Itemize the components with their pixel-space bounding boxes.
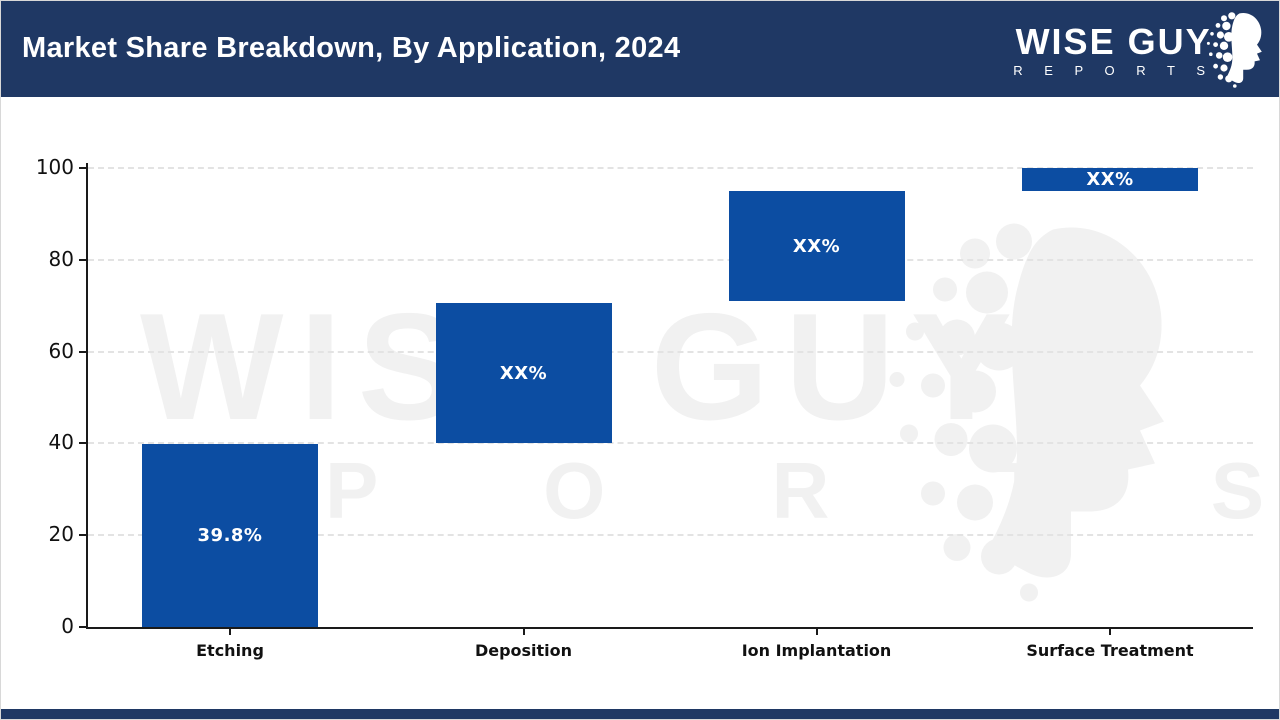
y-axis-tick [79,442,86,445]
brand-subname: R E P O R T S [1013,63,1214,78]
bar-value-label: 39.8% [197,525,263,547]
gridline-40 [88,442,1253,445]
y-axis-tick-label: 100 [35,155,74,179]
y-axis-tick [79,534,86,537]
x-axis-tick [522,629,525,635]
x-axis-category-label-ion-implantation: Ion Implantation [741,641,892,660]
plot-area: 0 20 40 60 80 100 39.8% Etching XX% Deposition XX%… [36,155,1253,660]
gridline-60 [88,350,1253,353]
x-axis-category-label-deposition: Deposition [474,641,573,660]
bar-value-label: XX% [792,235,841,257]
x-axis-tick [229,629,231,635]
bar-deposition: XX% [435,302,612,444]
gridline-80 [88,258,1253,261]
chart-title: Market Share Breakdown, By Application, … [22,32,681,64]
x-axis-category-label-surface-treatment: Surface Treatment [1026,641,1194,660]
y-axis-line [86,163,88,629]
gridline-20 [88,534,1253,537]
y-axis-tick [79,258,86,261]
dotted-face-watermark-icon [889,223,1164,602]
gridline-100 [88,167,1253,169]
y-axis-tick [79,626,86,628]
y-axis-tick-label: 80 [48,246,74,271]
watermark-head [855,215,1185,610]
x-axis-tick [815,629,818,635]
bar-value-label: XX% [499,362,548,384]
bar-value-label: XX% [1086,168,1134,190]
brand-logo-text: WISE GUY R E P O R T S [1013,21,1214,79]
bar-ion-implantation: XX% [728,190,905,302]
footer-bar [0,709,1280,720]
dotted-face-logo-icon [1206,12,1262,88]
y-axis-tick-label: 60 [48,338,74,363]
brand-logo: WISE GUY R E P O R T S [1013,8,1266,92]
brand-name: WISE GUY [1015,21,1212,62]
x-axis-category-label-etching: Etching [196,641,264,660]
y-axis-tick [79,350,86,353]
y-axis-tick-label: 0 [61,614,74,638]
bar-etching: 39.8% [142,444,318,627]
x-axis-line [86,627,1253,629]
y-axis-tick [79,167,86,169]
y-axis-tick-label: 20 [48,522,74,547]
header: Market Share Breakdown, By Application, … [0,0,1280,97]
bar-surface-treatment: XX% [1022,168,1198,191]
y-axis-tick-label: 40 [48,430,74,455]
x-axis-tick [1109,629,1111,635]
